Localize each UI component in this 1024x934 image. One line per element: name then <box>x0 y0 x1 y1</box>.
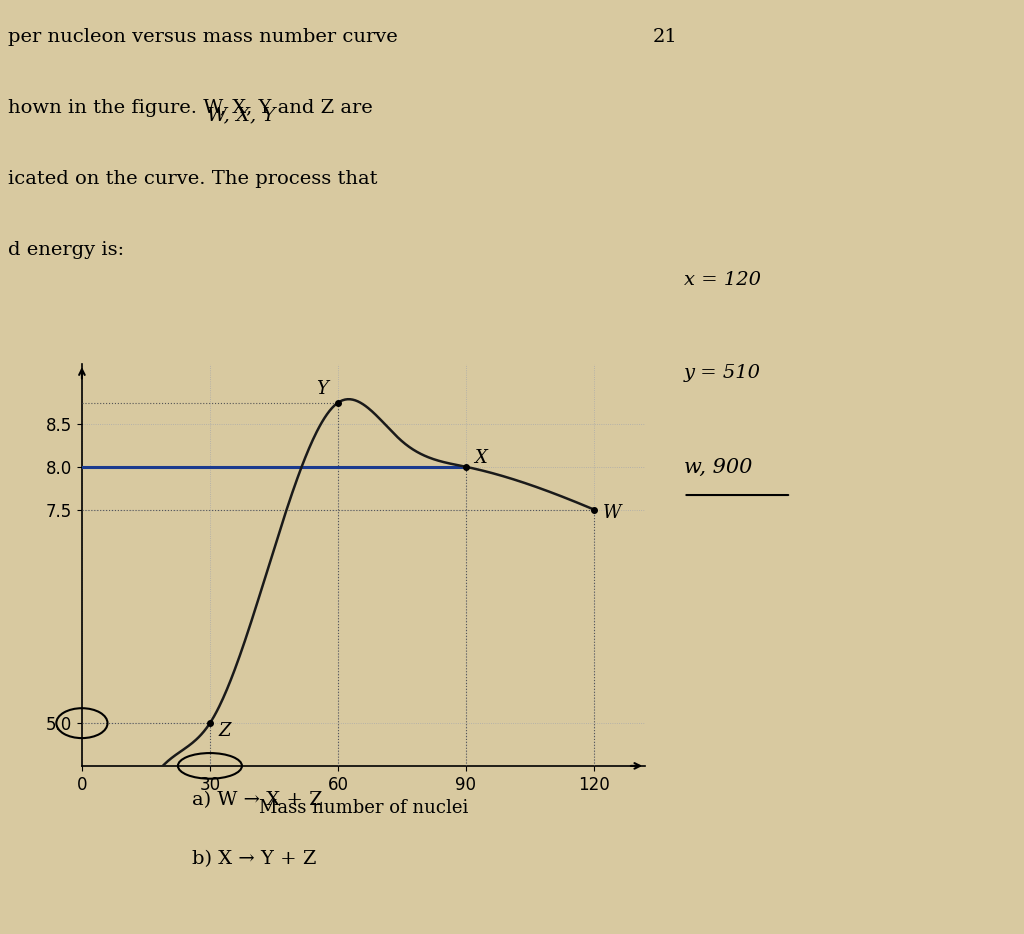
Text: Z: Z <box>218 722 231 740</box>
Text: x = 120: x = 120 <box>684 271 761 289</box>
X-axis label: Mass number of nuclei: Mass number of nuclei <box>259 800 468 817</box>
Text: per nucleon versus mass number curve: per nucleon versus mass number curve <box>8 28 397 47</box>
Text: b) X → Y + Z: b) X → Y + Z <box>193 850 316 868</box>
Text: Y: Y <box>316 380 329 398</box>
Text: hown in the figure. W, X, Y and Z are: hown in the figure. W, X, Y and Z are <box>8 99 373 118</box>
Text: a) W → X + Z: a) W → X + Z <box>193 791 323 809</box>
Text: W, X, Y: W, X, Y <box>207 106 275 124</box>
Text: w, 900: w, 900 <box>684 458 752 476</box>
Text: icated on the curve. The process that: icated on the curve. The process that <box>8 170 377 189</box>
Text: y = 510: y = 510 <box>684 364 761 382</box>
Text: d energy is:: d energy is: <box>8 241 124 260</box>
Text: X: X <box>474 448 487 466</box>
Text: W: W <box>602 504 621 522</box>
Text: 21: 21 <box>653 28 678 47</box>
